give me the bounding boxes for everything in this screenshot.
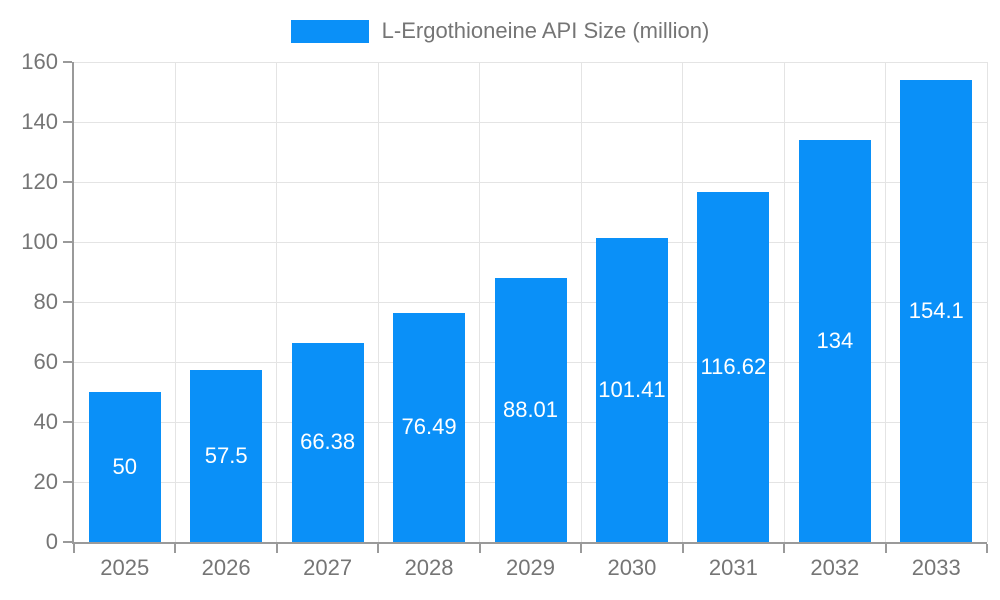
- y-axis-label: 20: [33, 469, 58, 494]
- bar: [697, 192, 770, 542]
- bar: [88, 392, 161, 542]
- x-gridline: [986, 62, 988, 542]
- y-axis-label: 80: [33, 289, 58, 314]
- x-axis-tick: [986, 544, 988, 553]
- y-axis-label: 140: [21, 109, 58, 134]
- y-gridline: [74, 61, 987, 63]
- x-axis-label: 2030: [607, 555, 657, 580]
- x-axis-tick: [783, 544, 786, 553]
- x-axis-tick: [377, 544, 380, 553]
- y-axis-tick: [63, 61, 72, 63]
- y-axis-line: [72, 62, 74, 544]
- x-axis-tick: [174, 544, 177, 553]
- y-axis-tick: [63, 241, 72, 243]
- x-gridline: [377, 62, 379, 542]
- bar-value-label: 116.62: [700, 354, 767, 380]
- x-gridline: [682, 62, 684, 542]
- bar: [190, 369, 263, 542]
- x-axis-label: 2026: [201, 555, 251, 580]
- x-gridline: [885, 62, 887, 542]
- x-axis-label: 2031: [708, 555, 758, 580]
- bar-value-label: 76.49: [401, 414, 457, 440]
- bar: [900, 79, 973, 542]
- y-axis-label: 120: [21, 169, 58, 194]
- bar-value-label: 66.38: [300, 429, 356, 455]
- bar-value-label: 154.1: [908, 297, 964, 323]
- y-axis-tick: [63, 301, 72, 303]
- x-axis-tick: [275, 544, 278, 553]
- bar-value-label: 50: [112, 454, 137, 479]
- x-gridline: [783, 62, 785, 542]
- plot-area: 0 20 40 60 80 100 120 140 160 50 2025 57.5 2026 66.38…: [21, 49, 988, 580]
- y-axis-tick: [63, 481, 72, 483]
- x-gridline: [276, 62, 278, 542]
- x-axis-tick: [73, 544, 75, 553]
- y-axis-tick: [63, 541, 72, 543]
- bar: [494, 277, 567, 542]
- x-axis-label: 2032: [810, 555, 860, 580]
- legend-label: L-Ergothioneine API Size (million): [381, 18, 710, 43]
- x-gridline: [580, 62, 582, 542]
- y-axis-tick: [63, 361, 72, 363]
- bar-value-label: 134: [816, 328, 854, 353]
- x-axis-label: 2033: [911, 555, 961, 580]
- chart-legend: L-Ergothioneine API Size (million): [0, 17, 1000, 45]
- x-axis-tick: [478, 544, 481, 553]
- x-axis-label: 2028: [404, 555, 454, 580]
- bar: [291, 342, 364, 542]
- y-axis-label: 60: [33, 349, 58, 374]
- x-axis-tick: [884, 544, 887, 553]
- y-gridline: [74, 181, 987, 183]
- bar: [595, 237, 668, 542]
- x-axis-label: 2025: [100, 555, 150, 580]
- y-axis-tick: [63, 181, 72, 183]
- y-axis-label: 0: [45, 529, 58, 554]
- y-axis-label: 160: [21, 49, 58, 74]
- x-axis-line: [72, 542, 987, 544]
- bar-value-label: 88.01: [502, 396, 559, 422]
- y-axis-tick: [63, 421, 72, 423]
- y-gridline: [74, 121, 987, 123]
- x-axis-tick: [681, 544, 684, 553]
- bar-value-label: 57.5: [204, 442, 248, 468]
- y-axis-tick: [63, 121, 72, 123]
- bar-value-label: 101.41: [598, 376, 666, 402]
- y-axis-label: 40: [33, 409, 58, 434]
- x-axis-label: 2027: [303, 555, 353, 580]
- bar: [393, 312, 466, 542]
- x-gridline: [479, 62, 481, 542]
- legend-swatch: [290, 19, 369, 43]
- y-gridline: [74, 241, 987, 243]
- x-gridline: [174, 62, 176, 542]
- y-axis-label: 100: [21, 229, 58, 254]
- bar: [798, 140, 871, 542]
- x-axis-tick: [580, 544, 583, 553]
- x-axis-label: 2029: [506, 555, 555, 580]
